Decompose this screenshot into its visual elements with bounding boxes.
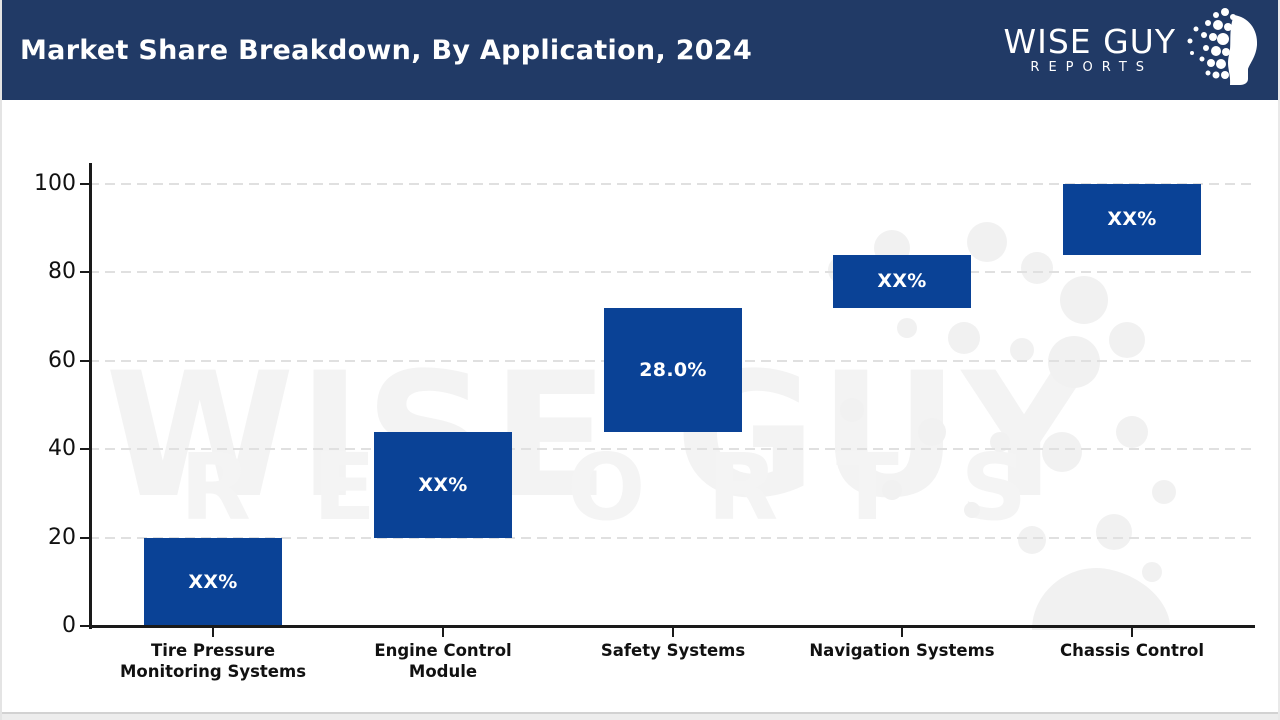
x-axis-category-label: Tire Pressure Monitoring Systems (93, 640, 333, 682)
logo-wordmark: WISE GUY (1003, 22, 1176, 61)
bottom-strip (2, 712, 1278, 720)
bar-segment: 28.0% (604, 307, 742, 432)
x-axis-category-line: Navigation Systems (809, 641, 995, 660)
logo-subtitle: REPORTS (1030, 60, 1154, 75)
x-axis-category-line: Chassis Control (1059, 641, 1205, 660)
x-axis-category-label: Engine Control Module (323, 640, 563, 682)
y-tick-label: 60 (48, 347, 76, 373)
y-tick-mark (80, 536, 89, 539)
bar-value-label: XX% (1107, 208, 1157, 231)
y-tick-label: 80 (48, 259, 76, 285)
bar-segment: XX% (1063, 184, 1201, 255)
x-axis-line (89, 625, 1255, 628)
chart-canvas: WISE GUY REPORTS 0 20 40 60 80 100 XX% Tire Pre… (2, 100, 1278, 712)
bar-value-label: 28.0% (639, 358, 707, 381)
y-tick-label: 0 (62, 613, 76, 638)
y-gridline (89, 183, 1255, 185)
y-gridline (89, 536, 1255, 539)
x-tick-mark (212, 628, 214, 637)
y-tick-mark (80, 448, 89, 451)
y-axis-line (89, 163, 92, 629)
app-header: Market Share Breakdown, By Application, … (2, 0, 1278, 100)
logo-text: WISE GUY REPORTS (1003, 22, 1176, 76)
x-tick-mark (672, 628, 674, 637)
watermark-head-dots (828, 222, 1176, 630)
y-tick-mark (80, 183, 89, 185)
logo-head-dots-icon (1187, 8, 1258, 85)
bar-value-label: XX% (877, 270, 927, 293)
x-tick-mark (1131, 628, 1133, 637)
y-tick-mark (80, 271, 89, 274)
x-axis-category-label: Navigation Systems (782, 640, 1022, 661)
wise-guy-logo: WISE GUY REPORTS (1003, 7, 1264, 93)
x-axis-category-label: Chassis Control (1012, 640, 1252, 661)
x-axis-category-line: Monitoring Systems (119, 662, 307, 681)
bar-segment: XX% (833, 254, 971, 308)
y-tick-mark (80, 359, 89, 362)
x-axis-category-line: Engine Control (374, 641, 512, 660)
bar-segment: XX% (144, 537, 282, 626)
y-tick-label: 40 (48, 436, 76, 462)
bar-value-label: XX% (188, 570, 238, 593)
bar-segment: XX% (374, 431, 512, 538)
x-axis-category-line: Safety Systems (600, 641, 746, 660)
x-axis-category-line: Module (408, 662, 478, 681)
y-gridline (89, 271, 1255, 274)
x-axis-category-label: Safety Systems (553, 640, 793, 661)
y-tick-label: 100 (34, 171, 76, 196)
x-tick-mark (442, 628, 444, 637)
y-gridline (89, 448, 1255, 451)
y-tick-label: 20 (48, 524, 76, 550)
x-tick-mark (901, 628, 903, 637)
x-axis-category-line: Tire Pressure (150, 641, 276, 660)
y-tick-mark (80, 625, 89, 627)
chart-title: Market Share Breakdown, By Application, … (20, 34, 753, 66)
bar-value-label: XX% (418, 473, 468, 496)
